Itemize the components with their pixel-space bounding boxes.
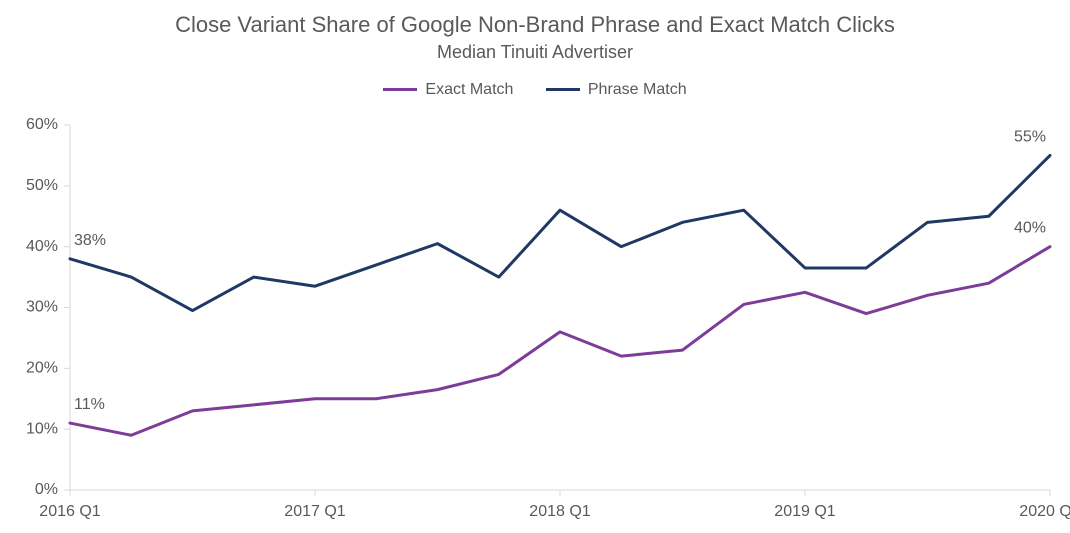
x-tick-label: 2016 Q1 xyxy=(39,503,100,520)
data-label-end: 40% xyxy=(1014,220,1046,237)
y-tick-label: 0% xyxy=(35,481,58,498)
legend-label-phrase: Phrase Match xyxy=(588,81,687,99)
legend-item-exact: Exact Match xyxy=(383,81,513,99)
data-label-start: 11% xyxy=(74,396,105,413)
x-tick-label: 2020 Q1 xyxy=(1019,503,1070,520)
series-line xyxy=(70,247,1050,436)
chart-title: Close Variant Share of Google Non-Brand … xyxy=(0,12,1070,38)
x-tick-label: 2017 Q1 xyxy=(284,503,345,520)
data-label-end: 55% xyxy=(1014,128,1046,145)
legend-swatch-exact xyxy=(383,88,417,91)
chart-subtitle: Median Tinuiti Advertiser xyxy=(0,42,1070,63)
chart-legend: Exact Match Phrase Match xyxy=(0,78,1070,99)
y-tick-label: 50% xyxy=(26,177,58,194)
y-tick-label: 20% xyxy=(26,360,58,377)
data-label-start: 38% xyxy=(74,232,106,249)
x-tick-label: 2018 Q1 xyxy=(529,503,590,520)
series-line xyxy=(70,155,1050,310)
y-tick-label: 40% xyxy=(26,238,58,255)
x-tick-label: 2019 Q1 xyxy=(774,503,835,520)
legend-label-exact: Exact Match xyxy=(425,81,513,99)
y-tick-label: 10% xyxy=(26,420,58,437)
legend-swatch-phrase xyxy=(546,88,580,91)
y-tick-label: 60% xyxy=(26,116,58,133)
legend-item-phrase: Phrase Match xyxy=(546,81,687,99)
chart-container: Close Variant Share of Google Non-Brand … xyxy=(0,0,1070,533)
y-tick-label: 30% xyxy=(26,299,58,316)
